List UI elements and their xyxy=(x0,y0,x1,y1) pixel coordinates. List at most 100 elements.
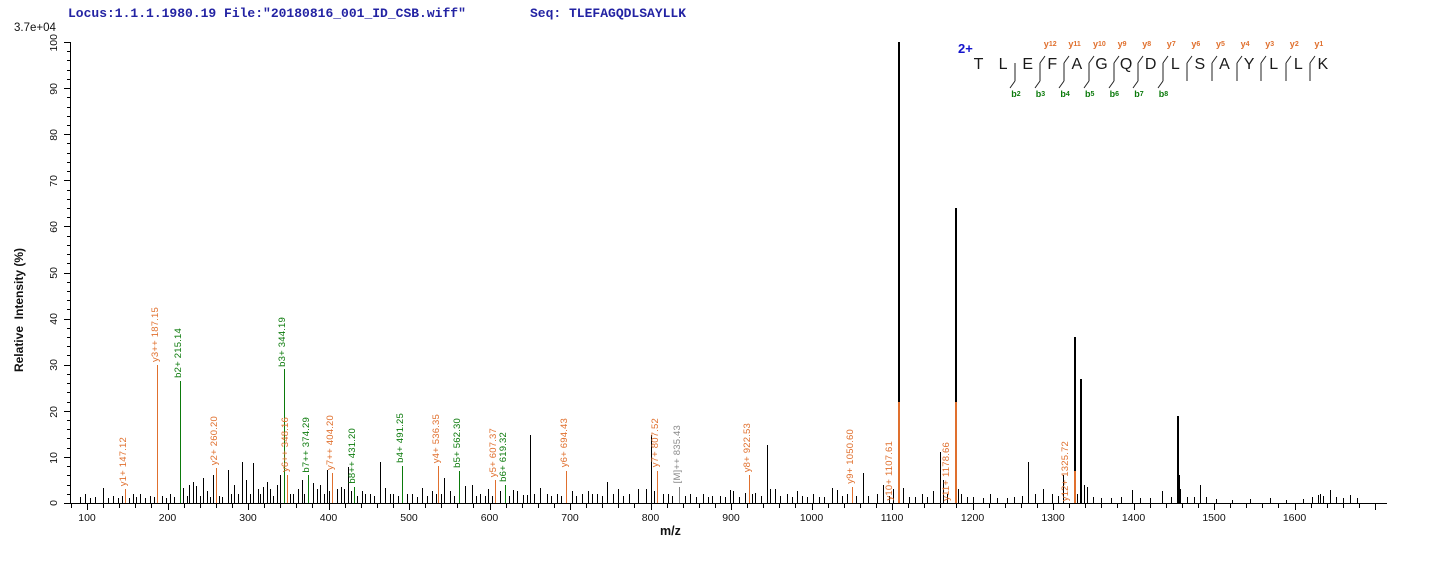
peak xyxy=(755,492,757,503)
x-minor-tick xyxy=(1101,504,1103,508)
peak xyxy=(1110,498,1112,503)
peak xyxy=(582,493,584,503)
peak xyxy=(1080,378,1083,503)
peak xyxy=(210,497,212,503)
x-minor-tick xyxy=(521,504,523,508)
peak xyxy=(921,493,923,503)
x-minor-tick xyxy=(553,504,555,508)
residue-letter: T xyxy=(973,56,984,73)
peak xyxy=(326,469,328,503)
x-major-tick xyxy=(1133,504,1135,510)
peak xyxy=(719,496,721,503)
matched-peak xyxy=(331,473,333,503)
x-minor-tick xyxy=(924,504,926,508)
y-tick-label: 40 xyxy=(48,313,60,325)
cleavage-mark xyxy=(1058,55,1070,89)
y-minor-tick xyxy=(66,115,70,117)
cleavage-mark xyxy=(1157,55,1169,89)
peak-label: y7++ 404.20 xyxy=(324,415,336,471)
peak xyxy=(132,493,134,503)
y-minor-tick xyxy=(66,171,70,173)
y-major-tick xyxy=(64,88,70,90)
y-axis-title: Relative Intensity (%) xyxy=(12,247,26,372)
y-ion-label: y1 xyxy=(1314,39,1324,49)
peak xyxy=(389,493,391,503)
matched-peak xyxy=(353,486,355,503)
x-tick-label: 1400 xyxy=(1121,512,1146,524)
peak xyxy=(1170,497,1172,503)
peak xyxy=(1077,493,1079,503)
max-intensity-label: 3.7e+04 xyxy=(14,22,56,34)
peak xyxy=(724,497,726,503)
cleavage-mark xyxy=(1211,55,1218,81)
peak xyxy=(1286,499,1288,503)
y-ion-label: y11 xyxy=(1068,39,1081,49)
peak xyxy=(241,461,243,503)
y-minor-tick xyxy=(66,263,70,265)
y-minor-tick xyxy=(66,429,70,431)
x-minor-tick xyxy=(441,504,443,508)
peak xyxy=(733,491,735,503)
peak xyxy=(206,491,208,503)
y-tick-label: 0 xyxy=(48,500,60,507)
y-major-tick xyxy=(64,456,70,458)
y-minor-tick xyxy=(66,106,70,108)
x-minor-tick xyxy=(1326,504,1328,508)
x-major-tick xyxy=(570,504,571,510)
x-major-tick xyxy=(1294,504,1296,510)
peak xyxy=(1101,498,1103,503)
b-ion-label: b4 xyxy=(1060,89,1070,99)
peak xyxy=(222,497,224,503)
y-ion-label: y5 xyxy=(1216,39,1225,49)
peak xyxy=(876,493,878,503)
x-axis-title: m/z xyxy=(660,524,681,538)
peak xyxy=(202,478,204,503)
y-major-tick xyxy=(64,226,70,228)
peak xyxy=(144,498,146,503)
peak xyxy=(487,489,489,503)
peak xyxy=(173,497,175,503)
y-minor-tick xyxy=(66,51,70,53)
residue-letter: E xyxy=(1022,56,1034,73)
peak xyxy=(186,496,188,503)
x-major-tick xyxy=(1053,504,1054,510)
peak xyxy=(1086,486,1088,503)
y-minor-tick xyxy=(66,300,70,302)
peak xyxy=(182,488,184,503)
peak xyxy=(818,497,820,503)
peak xyxy=(1022,496,1024,503)
peak-label: b5+ 562.30 xyxy=(452,417,464,468)
peak xyxy=(1043,489,1045,503)
peak xyxy=(824,496,826,503)
x-major-tick xyxy=(650,504,652,510)
peak-label: y8+ 922.53 xyxy=(742,423,754,473)
peak xyxy=(1357,498,1359,503)
peak xyxy=(280,474,282,503)
peak-label: b3+ 344.19 xyxy=(276,316,288,367)
y-major-tick xyxy=(64,364,70,366)
peak xyxy=(689,493,691,503)
peak xyxy=(195,486,197,503)
peak xyxy=(711,496,713,503)
peak xyxy=(973,497,975,503)
peak xyxy=(612,493,614,503)
y-minor-tick xyxy=(66,60,70,62)
peak xyxy=(797,491,798,503)
y-ion-label: y3 xyxy=(1265,39,1275,49)
x-tick-label: 1300 xyxy=(1041,512,1065,524)
peak xyxy=(1302,498,1304,503)
y-tick-label: 70 xyxy=(48,175,60,187)
residue-letter: F xyxy=(1047,56,1058,73)
x-minor-tick xyxy=(1262,504,1264,508)
y-minor-tick xyxy=(66,475,70,477)
peak xyxy=(618,489,620,503)
peak xyxy=(571,491,573,503)
peak xyxy=(591,493,593,503)
peak xyxy=(813,493,815,503)
peak xyxy=(867,496,869,503)
peak xyxy=(650,434,652,503)
x-minor-tick xyxy=(618,504,620,508)
peak xyxy=(946,493,948,503)
residue-letter: L xyxy=(1170,56,1180,73)
peak xyxy=(347,466,349,503)
